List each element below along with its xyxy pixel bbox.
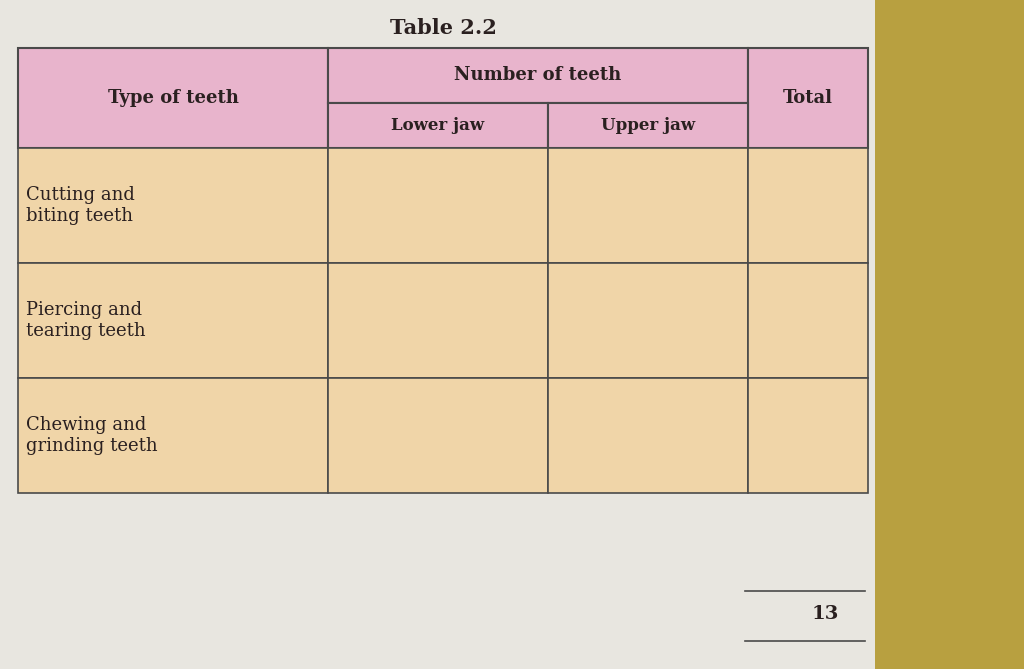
Bar — [874, 0, 1024, 669]
Text: Cutting and
biting teeth: Cutting and biting teeth — [26, 186, 135, 225]
Bar — [328, 103, 548, 148]
Bar — [328, 148, 548, 263]
Bar — [548, 263, 748, 378]
Text: Upper jaw: Upper jaw — [601, 117, 695, 134]
Text: Type of teeth: Type of teeth — [108, 89, 239, 107]
Bar — [328, 263, 548, 378]
Bar — [328, 48, 748, 103]
Bar — [548, 378, 748, 493]
Bar — [328, 378, 548, 493]
Bar — [18, 263, 328, 378]
Bar — [748, 263, 868, 378]
Bar — [0, 0, 874, 669]
Bar — [748, 148, 868, 263]
Text: Lower jaw: Lower jaw — [391, 117, 484, 134]
Bar — [18, 48, 328, 148]
Text: Number of teeth: Number of teeth — [455, 66, 622, 84]
Text: Piercing and
tearing teeth: Piercing and tearing teeth — [26, 301, 145, 340]
Bar — [548, 103, 748, 148]
Text: Table 2.2: Table 2.2 — [389, 18, 497, 38]
Bar — [548, 148, 748, 263]
Text: Chewing and
grinding teeth: Chewing and grinding teeth — [26, 416, 158, 455]
Bar — [748, 378, 868, 493]
Bar — [748, 48, 868, 148]
Text: Total: Total — [783, 89, 833, 107]
Text: 13: 13 — [811, 605, 839, 623]
Bar — [18, 148, 328, 263]
Bar — [18, 378, 328, 493]
